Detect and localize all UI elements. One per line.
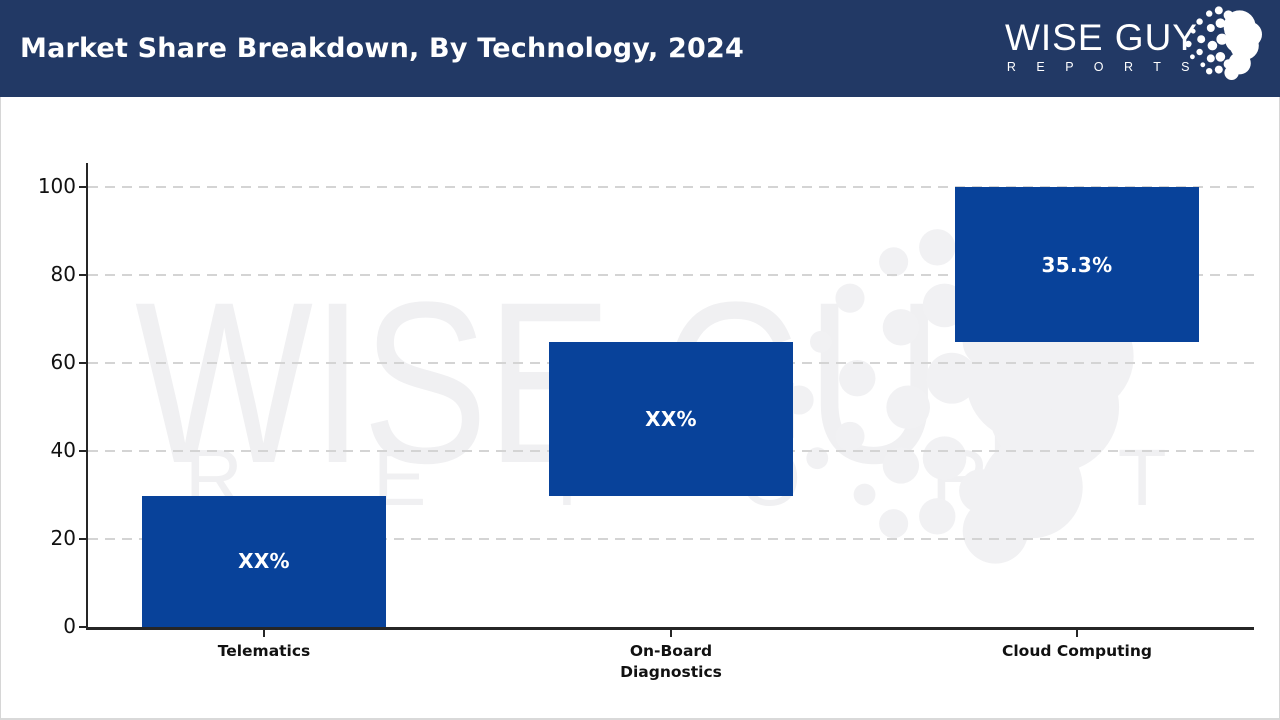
wiseguy-face-icon bbox=[1185, 6, 1262, 80]
bar-telematics: XX% bbox=[142, 495, 386, 627]
gridline-100 bbox=[88, 186, 1254, 188]
bar-on-board-diagnostics: XX% bbox=[549, 342, 793, 496]
x-tick-mark-2 bbox=[670, 630, 672, 637]
bar-value-label: XX% bbox=[645, 407, 697, 432]
y-tick-label-0: 0 bbox=[63, 614, 76, 638]
y-tick-mark-20 bbox=[79, 538, 86, 540]
y-tick-mark-100 bbox=[79, 186, 86, 188]
y-tick-label-80: 80 bbox=[50, 262, 76, 286]
bar-cloud-computing: 35.3% bbox=[955, 187, 1199, 343]
x-tick-mark-3 bbox=[1076, 630, 1078, 637]
category-label-1: Telematics bbox=[217, 642, 311, 660]
gridline-80 bbox=[88, 274, 1254, 276]
y-tick-label-60: 60 bbox=[50, 350, 76, 374]
y-tick-mark-80 bbox=[79, 274, 86, 276]
category-label-3: Cloud Computing bbox=[1001, 642, 1153, 660]
logo-subtitle: R E P O R T S bbox=[1006, 59, 1198, 74]
page-title: Market Share Breakdown, By Technology, 2… bbox=[20, 33, 745, 64]
y-tick-label-20: 20 bbox=[50, 526, 76, 550]
x-tick-mark-1 bbox=[263, 630, 265, 637]
y-tick-label-40: 40 bbox=[50, 438, 76, 462]
wiseguy-logo: WISE GUY R E P O R T S bbox=[1005, 6, 1270, 86]
y-tick-mark-60 bbox=[79, 362, 86, 364]
x-axis-line bbox=[86, 627, 1254, 630]
y-tick-mark-0 bbox=[79, 626, 86, 628]
header-bar: Market Share Breakdown, By Technology, 2… bbox=[0, 0, 1280, 97]
gridline-20 bbox=[88, 538, 1254, 540]
y-tick-label-100: 100 bbox=[37, 174, 76, 198]
y-axis-line bbox=[86, 163, 88, 629]
logo-name: WISE GUY bbox=[1004, 17, 1198, 59]
bar-value-label: 35.3% bbox=[1041, 252, 1113, 277]
category-label-2: On-Board Diagnostics bbox=[620, 642, 722, 681]
wiseguy-logo-text: WISE GUY R E P O R T S bbox=[1004, 17, 1198, 74]
bar-value-label: XX% bbox=[238, 549, 290, 574]
y-tick-mark-40 bbox=[79, 450, 86, 452]
